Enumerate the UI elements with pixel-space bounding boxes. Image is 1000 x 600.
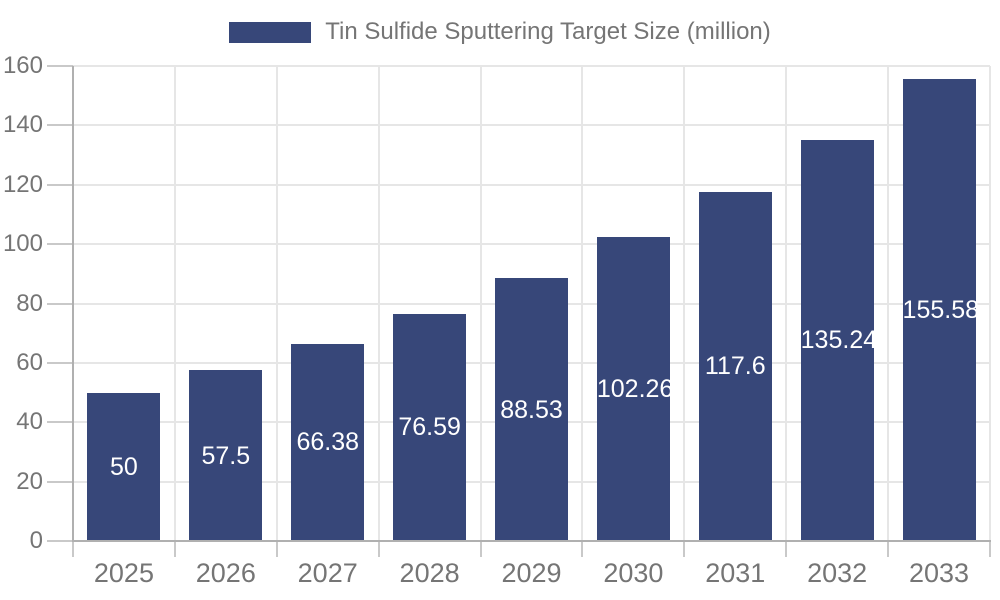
bar-2025[interactable] xyxy=(87,392,161,540)
x-axis-tick xyxy=(275,541,278,557)
x-axis-tick-label: 2030 xyxy=(603,558,664,588)
y-axis-tick-label: 100 xyxy=(2,230,43,258)
bar-2026[interactable] xyxy=(189,370,263,540)
y-axis-tick-label: 140 xyxy=(2,111,43,139)
gridline-vertical xyxy=(989,66,991,541)
y-axis-tick xyxy=(47,243,73,246)
gridline-horizontal xyxy=(73,243,990,246)
x-axis-tick-label: 2032 xyxy=(807,558,868,588)
gridline-vertical xyxy=(377,66,380,541)
bar-2029[interactable] xyxy=(495,278,568,540)
y-axis-tick-label: 160 xyxy=(2,52,43,79)
x-axis-tick-label: 2031 xyxy=(705,558,766,588)
gridline-vertical xyxy=(887,66,890,541)
y-axis-tick xyxy=(47,302,73,305)
legend-label: Tin Sulfide Sputtering Target Size (mill… xyxy=(325,18,771,45)
y-axis-line xyxy=(72,66,74,541)
y-axis-tick-label: 60 xyxy=(16,348,43,376)
x-axis-tick xyxy=(785,541,788,557)
x-axis-tick-label: 2033 xyxy=(909,558,970,588)
y-axis-tick-label: 20 xyxy=(16,467,43,495)
x-axis-tick xyxy=(989,541,991,557)
y-axis-tick-label: 80 xyxy=(16,289,43,317)
gridline-vertical xyxy=(683,66,686,541)
x-axis-tick-label: 2027 xyxy=(297,558,358,588)
gridline-vertical xyxy=(785,66,788,541)
bar-2030[interactable] xyxy=(596,237,670,540)
y-axis-tick xyxy=(47,65,73,67)
y-axis-tick xyxy=(47,124,73,127)
bar-2031[interactable] xyxy=(698,191,772,540)
bar-2027[interactable] xyxy=(291,343,365,540)
bar-2032[interactable] xyxy=(800,139,874,540)
y-axis-tick xyxy=(47,183,73,186)
x-axis-tick-label: 2025 xyxy=(93,558,154,588)
x-axis-tick-label: 2026 xyxy=(195,558,256,588)
gridline-horizontal xyxy=(73,183,990,186)
gridline-vertical xyxy=(581,66,584,541)
y-axis-tick xyxy=(47,540,73,542)
x-axis-tick xyxy=(581,541,584,557)
y-axis-tick-label: 40 xyxy=(16,408,43,436)
gridline-vertical xyxy=(479,66,482,541)
y-axis-tick xyxy=(47,480,73,483)
gridline-horizontal xyxy=(73,65,990,67)
x-axis-tick xyxy=(377,541,380,557)
gridline-vertical xyxy=(173,66,176,541)
gridline-horizontal xyxy=(73,124,990,127)
y-axis-tick xyxy=(47,361,73,364)
x-axis-tick xyxy=(72,541,74,557)
y-axis-tick-label: 120 xyxy=(2,170,43,198)
x-axis-tick xyxy=(683,541,686,557)
bar-2033[interactable] xyxy=(902,79,976,540)
x-axis-tick-label: 2029 xyxy=(501,558,562,588)
x-axis-tick xyxy=(173,541,176,557)
chart-legend-item[interactable]: Tin Sulfide Sputtering Target Size (mill… xyxy=(0,18,1000,46)
y-axis-tick xyxy=(47,421,73,424)
bar-2028[interactable] xyxy=(393,313,467,540)
legend-swatch xyxy=(229,21,312,43)
x-axis-tick xyxy=(479,541,482,557)
x-axis-tick-label: 2028 xyxy=(399,558,460,588)
x-axis-line xyxy=(72,540,991,542)
gridline-vertical xyxy=(275,66,278,541)
x-axis-tick xyxy=(887,541,890,557)
y-axis-tick-label: 0 xyxy=(29,527,43,554)
